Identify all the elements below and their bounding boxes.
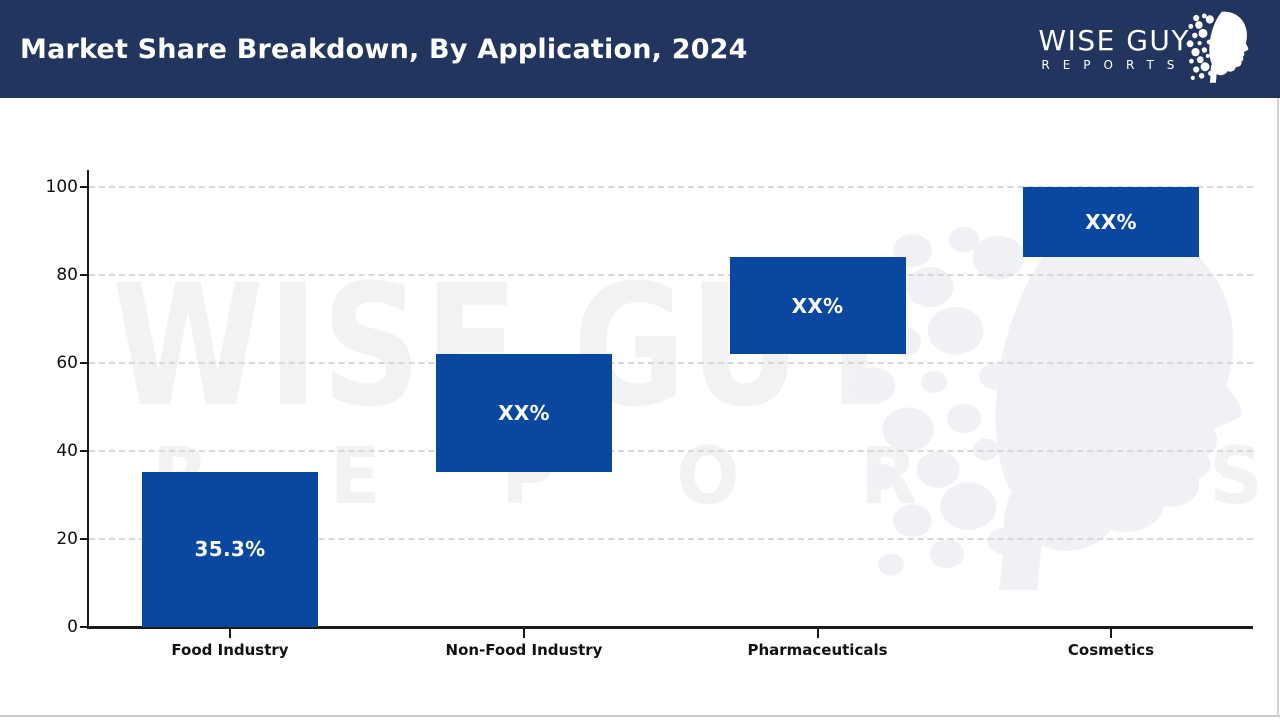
category-label: Cosmetics <box>1067 641 1155 659</box>
brand-logo-text: WISE GUY REPORTS <box>1038 23 1190 73</box>
gridline-100 <box>89 186 1253 188</box>
x-tick-3 <box>1110 629 1112 638</box>
y-tick-20 <box>80 538 88 540</box>
category-label: Food Industry <box>171 641 289 659</box>
category-label: Pharmaceuticals <box>747 641 888 659</box>
y-axis-line <box>87 170 89 628</box>
gridline-20 <box>89 538 1253 540</box>
x-axis-line <box>87 626 1253 629</box>
y-tick-60 <box>80 362 88 364</box>
brand-logo: WISE GUY REPORTS <box>1038 9 1254 89</box>
brand-name: WISE GUY <box>1038 23 1190 57</box>
brand-subtitle: REPORTS <box>1041 58 1188 73</box>
brand-head-icon <box>1186 11 1249 83</box>
y-tick-label-0: 0 <box>67 617 78 637</box>
y-tick-label-40: 40 <box>56 441 78 461</box>
y-tick-label-100: 100 <box>45 177 78 197</box>
bar-cosmetics: XX% <box>1023 187 1199 258</box>
header-bar: Market Share Breakdown, By Application, … <box>0 0 1280 98</box>
gridline-60 <box>89 362 1253 364</box>
y-tick-0 <box>80 626 88 628</box>
page-title: Market Share Breakdown, By Application, … <box>20 33 748 65</box>
frame-border-right <box>1277 98 1279 717</box>
y-tick-label-80: 80 <box>56 265 78 285</box>
bar-value-label: XX% <box>791 293 844 318</box>
gridline-80 <box>89 274 1253 276</box>
y-tick-label-20: 20 <box>56 529 78 549</box>
bar-non-food-industry: XX% <box>436 354 612 472</box>
y-tick-40 <box>80 450 88 452</box>
bar-value-label: 35.3% <box>194 537 266 562</box>
y-tick-label-60: 60 <box>56 353 78 373</box>
bar-food-industry: 35.3% <box>142 471 318 627</box>
bar-value-label: XX% <box>498 400 550 425</box>
category-label: Non-Food Industry <box>445 641 603 659</box>
bar-value-label: XX% <box>1085 210 1137 235</box>
y-tick-80 <box>80 274 88 276</box>
x-tick-0 <box>229 629 231 638</box>
gridline-40 <box>89 450 1253 452</box>
frame-border-bottom <box>0 715 1280 717</box>
bar-pharmaceuticals: XX% <box>729 257 906 355</box>
x-tick-1 <box>523 629 525 638</box>
y-tick-100 <box>80 186 88 188</box>
x-tick-2 <box>816 629 819 638</box>
